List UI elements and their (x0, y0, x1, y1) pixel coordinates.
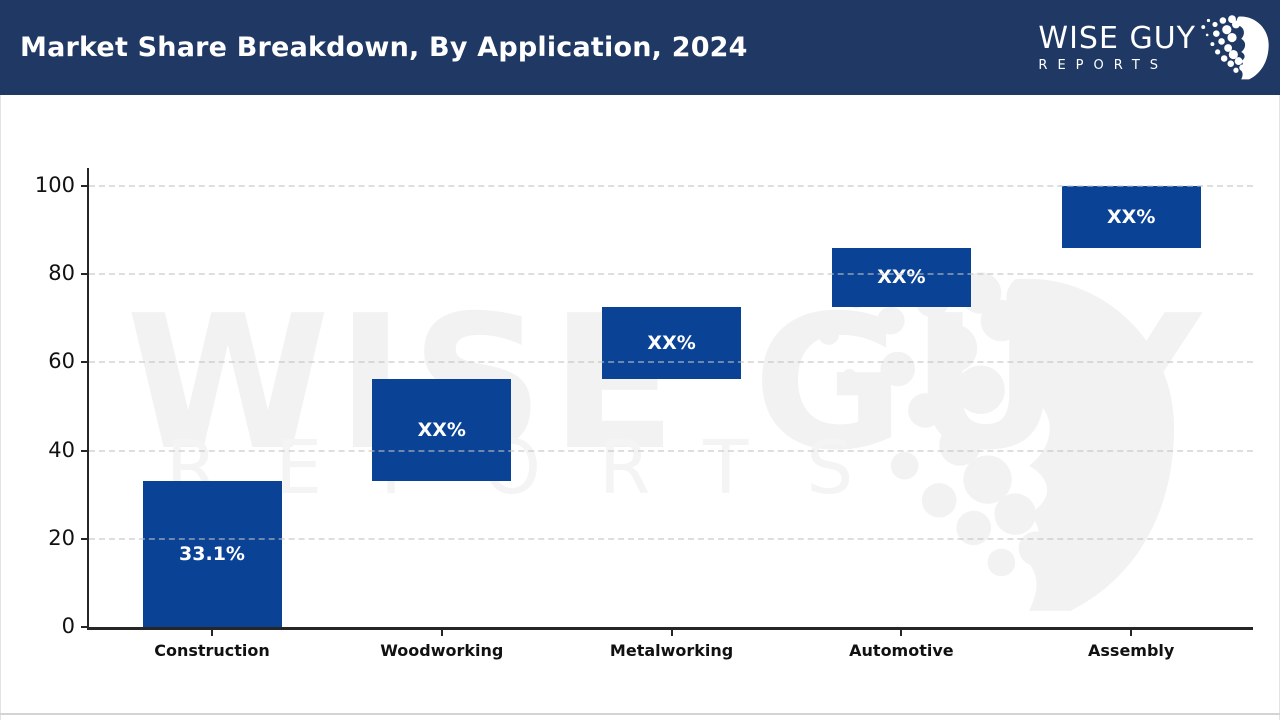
bar-automotive: XX% (831, 248, 971, 307)
logo-text: WISE GUY REPORTS (1038, 20, 1196, 73)
bar-value-label: 33.1% (179, 543, 245, 565)
y-axis-label-60: 60 (48, 349, 75, 374)
x-axis-tick-woodworking (440, 627, 443, 636)
y-axis-label-40: 40 (48, 437, 75, 462)
bar-assembly: XX% (1061, 186, 1201, 249)
wise-guy-logo: WISE GUY REPORTS (1038, 6, 1270, 90)
y-axis-label-0: 0 (61, 614, 75, 638)
y-axis-tick-80 (81, 273, 89, 276)
logo-subtitle: REPORTS (1038, 57, 1169, 73)
bar-value-label: XX% (647, 331, 696, 354)
y-axis-tick-40 (81, 449, 89, 452)
gridline-80 (89, 273, 1253, 276)
bar-construction: 33.1% (142, 481, 282, 627)
gridline-60 (89, 361, 1253, 364)
bar-metalworking: XX% (602, 306, 742, 379)
chart-area: WISE GUY REPORTS 33.1% XX% XX% XX% XX% 0 20 40 6… (0, 95, 1280, 720)
y-axis-tick-100 (81, 185, 89, 187)
x-axis-tick-metalworking (670, 627, 673, 636)
dotted-head-profile-icon (1201, 14, 1269, 79)
bar-value-label: XX% (877, 266, 926, 289)
gridline-20 (89, 537, 1253, 540)
y-axis-tick-20 (81, 537, 89, 540)
x-axis-line (87, 627, 1253, 630)
logo-wordmark: WISE GUY (1038, 20, 1196, 56)
x-axis-tick-assembly (1130, 627, 1133, 636)
y-axis-label-80: 80 (48, 261, 75, 286)
bottom-border-line (0, 713, 1280, 715)
page-title: Market Share Breakdown, By Application, … (20, 32, 748, 63)
y-axis-tick-60 (81, 361, 89, 364)
x-axis-tick-construction (211, 627, 213, 636)
y-axis-label-20: 20 (48, 525, 75, 550)
x-axis-tick-automotive (900, 627, 903, 636)
x-axis-label-metalworking: Metalworking (609, 641, 734, 660)
y-axis-line (87, 168, 89, 629)
x-axis-label-automotive: Automotive (849, 641, 954, 660)
header-bar: Market Share Breakdown, By Application, … (0, 0, 1280, 95)
gridline-100 (89, 185, 1253, 187)
x-axis-label-assembly: Assembly (1088, 641, 1175, 660)
x-axis-label-woodworking: Woodworking (380, 641, 504, 660)
y-axis-label-100: 100 (34, 173, 75, 197)
bar-value-label: XX% (1107, 206, 1156, 229)
y-axis-tick-0 (81, 626, 89, 628)
gridline-40 (89, 449, 1253, 452)
bar-value-label: XX% (417, 418, 466, 441)
x-axis-label-construction: Construction (154, 641, 270, 660)
bar-woodworking: XX% (372, 378, 512, 481)
